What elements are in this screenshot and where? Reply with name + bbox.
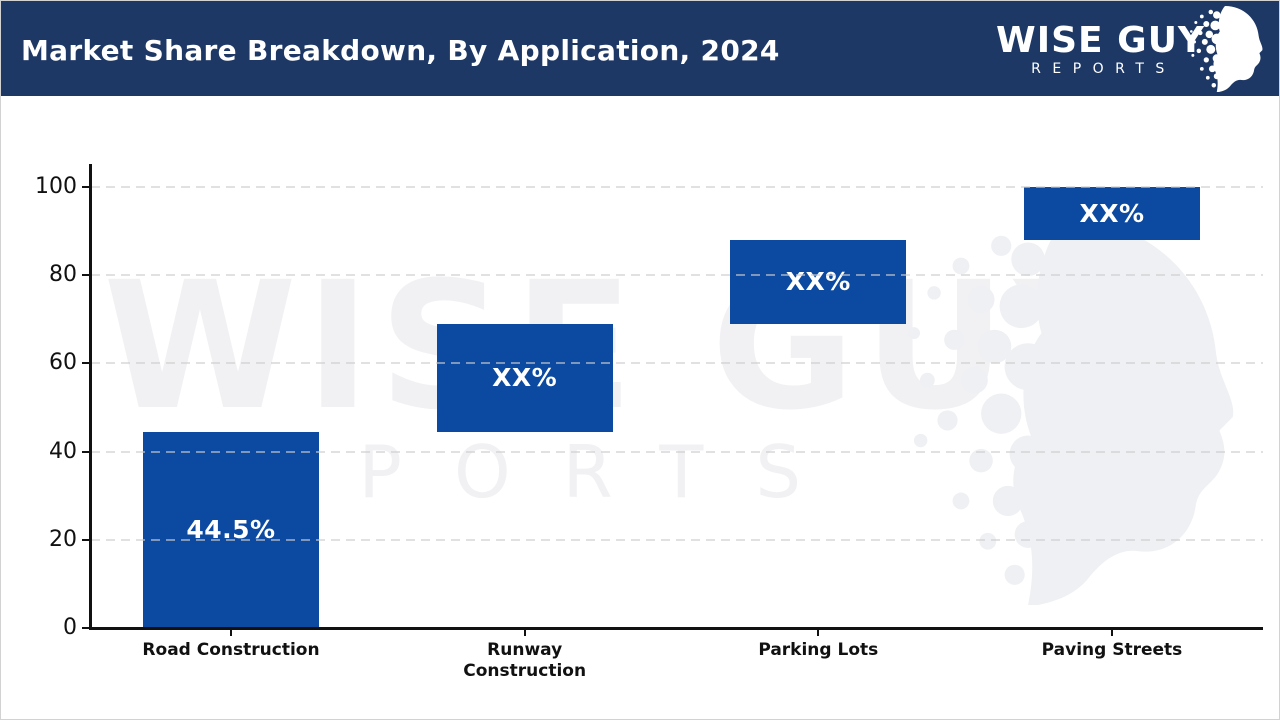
y-tick-mark-40 (82, 450, 90, 453)
y-tick-label-60: 60 (49, 350, 77, 376)
x-tick-mark-2 (523, 629, 526, 636)
y-tick-label-20: 20 (49, 526, 77, 552)
logo-reports-text: REPORTS (1031, 61, 1176, 77)
gridline-100 (91, 186, 1263, 188)
x-tick-mark-1 (230, 629, 232, 636)
x-tick-mark-4 (1111, 629, 1113, 636)
y-tick-mark-100 (82, 186, 90, 188)
bar-value-label-4: XX% (1079, 198, 1145, 228)
gridline-20 (91, 538, 1263, 541)
y-tick-mark-60 (82, 362, 90, 365)
x-tick-mark-3 (817, 629, 820, 636)
gridline-60 (91, 362, 1263, 365)
watermark-wiseguy-text: WISE GUY (103, 244, 1150, 449)
bar-segment-4: XX% (1024, 187, 1200, 240)
gridline-40 (91, 450, 1263, 453)
logo-face-icon (1190, 6, 1263, 92)
y-axis-line (89, 164, 92, 630)
y-tick-mark-20 (82, 538, 90, 541)
bar-segment-1: 44.5% (143, 431, 319, 628)
gridline-80 (91, 274, 1263, 277)
header-bar: Market Share Breakdown, By Application, … (1, 1, 1279, 96)
x-axis-category-label-4: Paving Streets (1041, 640, 1183, 660)
y-tick-label-40: 40 (49, 438, 77, 464)
x-axis-category-label-3: Parking Lots (758, 640, 879, 660)
x-axis-line (89, 627, 1263, 630)
watermark-face-logo (907, 219, 1234, 605)
y-tick-mark-0 (82, 627, 90, 629)
y-tick-label-80: 80 (49, 262, 77, 288)
logo-text: WISE GUY REPORTS (995, 20, 1205, 78)
x-axis-category-label-1: Road Construction (142, 640, 320, 660)
y-tick-label-100: 100 (35, 174, 77, 199)
wise-guy-reports-logo: WISE GUY REPORTS (996, 1, 1271, 96)
y-tick-mark-80 (82, 274, 90, 277)
page-title: Market Share Breakdown, By Application, … (21, 34, 780, 67)
bar-segment-3: XX% (730, 239, 907, 324)
logo-wiseguy-text: WISE GUY (995, 20, 1205, 61)
bar-value-label-3: XX% (785, 267, 851, 297)
x-axis-category-label-2: Runway Construction (463, 640, 587, 681)
bar-segment-2: XX% (436, 323, 613, 432)
y-tick-label-0: 0 (63, 615, 77, 640)
bar-value-label-2: XX% (492, 363, 558, 393)
